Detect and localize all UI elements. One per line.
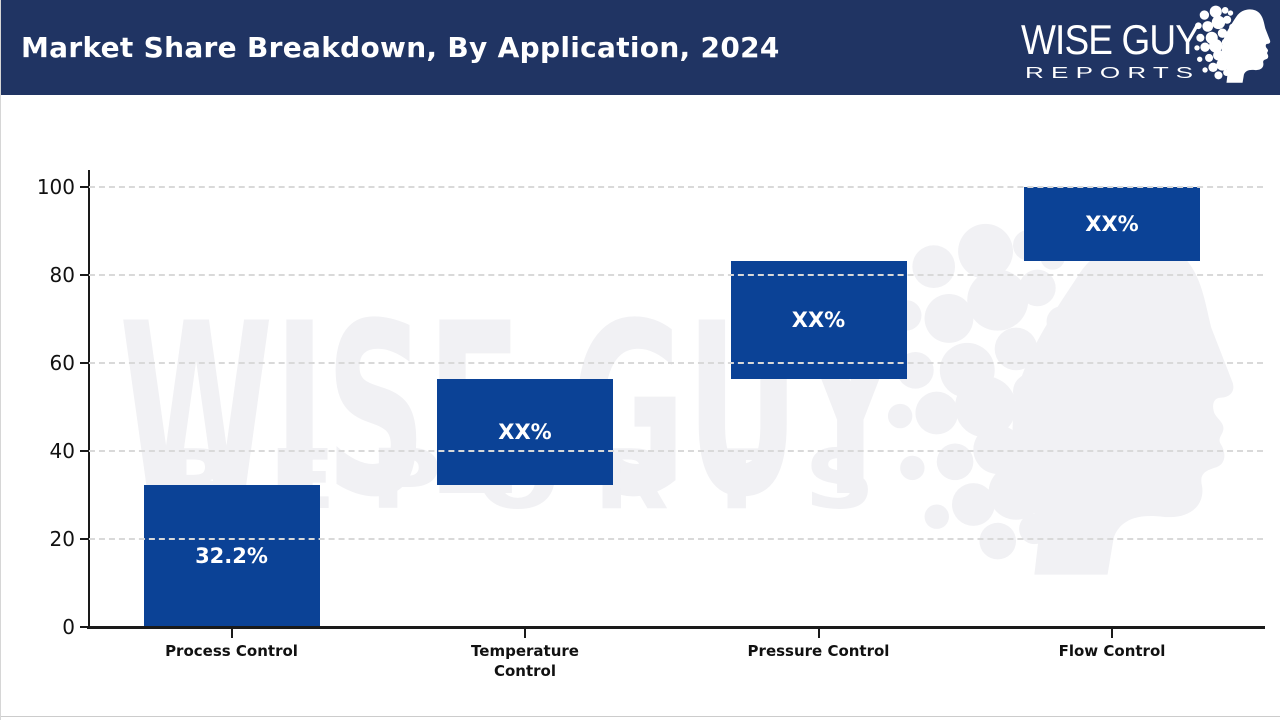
y-tick-label: 0 xyxy=(62,615,75,639)
y-tick-label: 20 xyxy=(49,527,75,551)
y-tick-label: 40 xyxy=(49,439,75,463)
y-tick-label: 80 xyxy=(49,263,75,287)
logo-subtext: R E P O R T S xyxy=(1025,65,1193,82)
y-tick-20 xyxy=(80,538,89,540)
y-tick-0 xyxy=(80,626,89,628)
gridline-80 xyxy=(89,274,1263,276)
x-tick-2 xyxy=(817,629,820,638)
logo-face-icon xyxy=(1194,5,1271,83)
gridline-20 xyxy=(89,538,1263,540)
gridline-60 xyxy=(89,362,1263,364)
waterfall-chart: WISE GUY R E P O R T S 02040608010032.2%… xyxy=(1,95,1280,720)
logo-wordmark: WISE GUY xyxy=(1021,16,1200,63)
y-tick-60 xyxy=(80,362,89,364)
bar-pressure-control: XX% xyxy=(730,261,907,380)
x-tick-0 xyxy=(230,629,233,638)
bar-value-label: 32.2% xyxy=(195,544,268,569)
y-axis-line xyxy=(88,170,90,629)
x-axis-line xyxy=(87,626,1265,629)
category-label: Process Control xyxy=(165,642,298,660)
bar-process-control: 32.2% xyxy=(143,485,320,627)
header-bar: Market Share Breakdown, By Application, … xyxy=(1,0,1280,95)
bar-value-label: XX% xyxy=(498,420,552,445)
category-label: Flow Control xyxy=(1058,642,1166,660)
bottom-border xyxy=(1,716,1280,717)
x-tick-3 xyxy=(1111,629,1113,638)
gridline-40 xyxy=(89,450,1263,452)
y-tick-label: 60 xyxy=(49,351,75,375)
bar-temperature-control: XX% xyxy=(437,379,613,486)
category-label: Pressure Control xyxy=(747,642,890,660)
x-tick-1 xyxy=(524,629,526,638)
page-title: Market Share Breakdown, By Application, … xyxy=(21,31,780,64)
bar-flow-control: XX% xyxy=(1024,187,1200,262)
y-tick-40 xyxy=(80,450,89,452)
y-tick-80 xyxy=(80,274,89,276)
gridline-100 xyxy=(89,186,1263,188)
watermark-face-icon xyxy=(887,223,1234,575)
category-label: Temperature Control xyxy=(471,642,579,680)
bar-value-label: XX% xyxy=(791,308,846,333)
bar-value-label: XX% xyxy=(1085,212,1139,237)
y-tick-label: 100 xyxy=(36,175,75,199)
wise-guy-logo: WISE GUY R E P O R T S xyxy=(1021,5,1271,83)
y-tick-100 xyxy=(80,186,89,188)
